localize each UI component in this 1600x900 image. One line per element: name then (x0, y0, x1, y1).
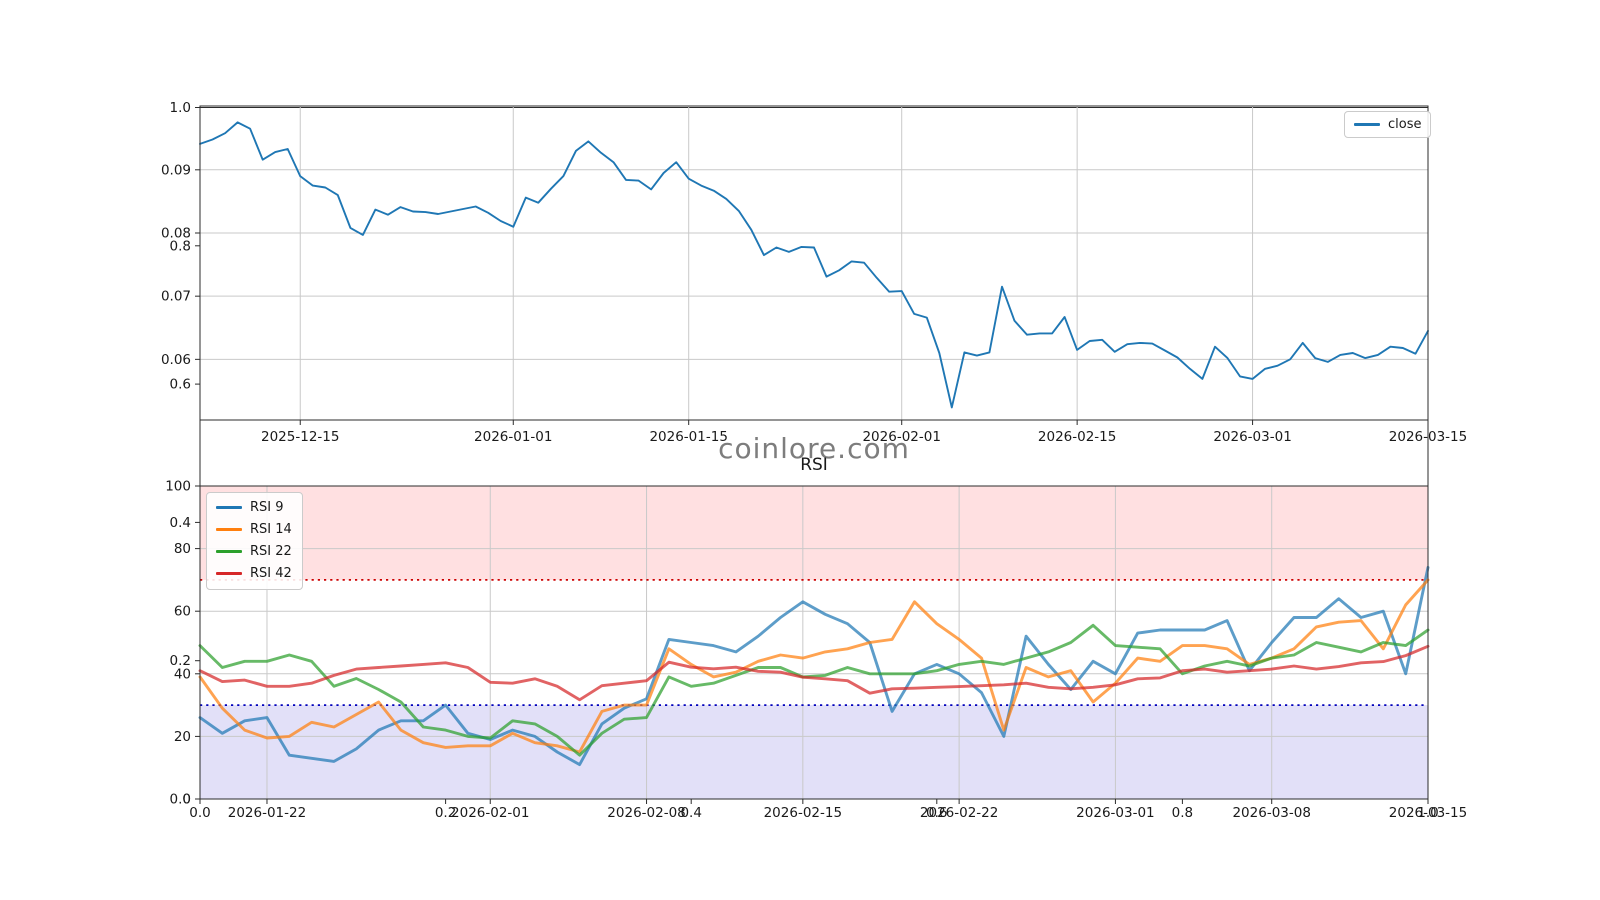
outer-y-tick-label: 0.6 (170, 377, 191, 393)
rsi-legend: RSI 9 RSI 14 RSI 22 RSI 42 (206, 492, 303, 590)
outer-x-tick-label: 0.0 (189, 805, 210, 821)
legend-entry-rsi42: RSI 42 (216, 566, 292, 581)
close-line (199, 121, 1429, 409)
price-chart: 0.09 0.08 0.07 0.06 2025-12-15 2026-01-01 2026… (161, 105, 1467, 445)
legend-entry-rsi9: RSI 9 (216, 500, 292, 515)
close-legend-label: close (1388, 117, 1422, 132)
legend-entry-rsi22: RSI 22 (216, 544, 292, 559)
rsi42-line-swatch (216, 572, 242, 575)
outer-y-tick-label: 1.0 (170, 100, 191, 116)
rsi9-legend-label: RSI 9 (250, 500, 284, 515)
rsi-x-tick-label: 2026-02-22 (920, 805, 998, 821)
rsi-line-2 (198, 578, 1430, 754)
close-line-swatch (1354, 123, 1380, 126)
rsi-line-4 (198, 644, 1430, 702)
price-x-tick-label: 2026-01-15 (649, 429, 727, 445)
rsi-x-tick-label: 2026-02-01 (451, 805, 529, 821)
rsi-x-tick-label: 2026-02-15 (764, 805, 842, 821)
rsi-y-tick-label: 20 (174, 729, 191, 745)
price-y-tick-label: 0.06 (161, 352, 191, 368)
rsi-y-tick-label: 40 (174, 666, 191, 682)
rsi9-line-swatch (216, 506, 242, 509)
price-y-tick-label: 0.09 (161, 162, 191, 178)
outer-x-tick-label: 0.6 (926, 805, 947, 821)
rsi-border (199, 485, 1429, 800)
outer-y-tick-label: 0.2 (170, 653, 191, 669)
price-x-tick-label: 2025-12-15 (261, 429, 339, 445)
rsi-chart: 100 80 60 40 20 0 2026-01-22 2026-02-01 2026-02-… (165, 479, 1467, 822)
rsi14-line-swatch (216, 528, 242, 531)
price-x-tick-label: 2026-03-15 (1389, 429, 1467, 445)
outer-y-tick-label: 0.0 (170, 792, 191, 808)
rsi-y-tick-label: 80 (174, 541, 191, 557)
rsi22-line-swatch (216, 550, 242, 553)
rsi-x-tick-label: 2026-03-01 (1076, 805, 1154, 821)
rsi-y-tick-label: 0 (182, 792, 191, 808)
overbought-region (200, 486, 1428, 580)
price-y-tick-label: 0.08 (161, 225, 191, 241)
price-x-tick-label: 2026-02-15 (1038, 429, 1116, 445)
rsi-y-tick-label: 100 (165, 479, 191, 495)
price-legend: close (1344, 111, 1432, 138)
legend-entry-rsi14: RSI 14 (216, 522, 292, 537)
rsi-x-tick-label: 2026-03-15 (1389, 805, 1467, 821)
rsi42-legend-label: RSI 42 (250, 566, 292, 581)
price-x-tick-label: 2026-02-01 (862, 429, 940, 445)
outer-y-tick-label: 0.4 (170, 515, 191, 531)
outer-x-tick-label: 1.0 (1417, 805, 1438, 821)
outer-x-tick-label: 0.8 (1172, 805, 1193, 821)
price-x-tick-label: 2026-01-01 (474, 429, 552, 445)
rsi-line-1 (198, 565, 1430, 767)
rsi-y-tick-label: 60 (174, 604, 191, 620)
rsi-x-tick-label: 2026-02-08 (607, 805, 685, 821)
rsi-line-3 (198, 623, 1430, 757)
price-x-tick-label: 2026-03-01 (1213, 429, 1291, 445)
rsi14-legend-label: RSI 14 (250, 522, 292, 537)
price-y-tick-label: 0.07 (161, 289, 191, 305)
price-border (199, 105, 1429, 421)
rsi22-legend-label: RSI 22 (250, 544, 292, 559)
outer-y-tick-label: 0.8 (170, 238, 191, 254)
outer-x-tick-label: 0.4 (680, 805, 701, 821)
watermark: coinlore.com (718, 432, 910, 465)
oversold-region (200, 705, 1428, 799)
rsi-x-tick-label: 2026-03-08 (1232, 805, 1310, 821)
outer-x-tick-label: 0.2 (435, 805, 456, 821)
rsi-chart-title: RSI (800, 455, 828, 475)
rsi-x-tick-label: 2026-01-22 (228, 805, 306, 821)
